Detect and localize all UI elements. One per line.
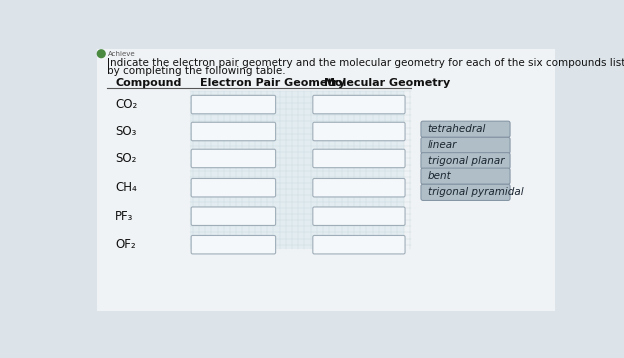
FancyBboxPatch shape	[191, 207, 276, 226]
Text: linear: linear	[427, 140, 457, 150]
FancyBboxPatch shape	[191, 149, 276, 168]
Text: by completing the following table.: by completing the following table.	[107, 66, 286, 76]
FancyBboxPatch shape	[313, 179, 405, 197]
FancyBboxPatch shape	[191, 122, 276, 141]
FancyBboxPatch shape	[313, 149, 405, 168]
Text: trigonal planar: trigonal planar	[427, 156, 504, 166]
Text: PF₃: PF₃	[115, 210, 134, 223]
FancyBboxPatch shape	[421, 121, 510, 137]
Circle shape	[97, 50, 105, 58]
FancyBboxPatch shape	[191, 179, 276, 197]
Text: Compound: Compound	[115, 78, 182, 88]
FancyBboxPatch shape	[190, 91, 404, 248]
Text: CO₂: CO₂	[115, 98, 137, 111]
Text: Achieve: Achieve	[107, 51, 135, 57]
Text: tetrahedral: tetrahedral	[427, 124, 486, 134]
Text: SO₂: SO₂	[115, 152, 137, 165]
FancyBboxPatch shape	[421, 137, 510, 154]
Text: CH₄: CH₄	[115, 181, 137, 194]
FancyBboxPatch shape	[421, 168, 510, 184]
FancyBboxPatch shape	[421, 153, 510, 169]
FancyBboxPatch shape	[191, 95, 276, 114]
Text: OF₂: OF₂	[115, 238, 136, 251]
FancyBboxPatch shape	[97, 49, 555, 311]
FancyBboxPatch shape	[191, 236, 276, 254]
Text: Molecular Geometry: Molecular Geometry	[324, 78, 451, 88]
Text: SO₃: SO₃	[115, 125, 137, 138]
FancyBboxPatch shape	[313, 95, 405, 114]
FancyBboxPatch shape	[421, 184, 510, 200]
Text: trigonal pyramidal: trigonal pyramidal	[427, 187, 523, 197]
Text: Electron Pair Geometry: Electron Pair Geometry	[200, 78, 346, 88]
FancyBboxPatch shape	[313, 122, 405, 141]
FancyBboxPatch shape	[313, 236, 405, 254]
Text: bent: bent	[427, 171, 451, 181]
FancyBboxPatch shape	[313, 207, 405, 226]
Text: Indicate the electron pair geometry and the molecular geometry for each of the s: Indicate the electron pair geometry and …	[107, 58, 624, 68]
